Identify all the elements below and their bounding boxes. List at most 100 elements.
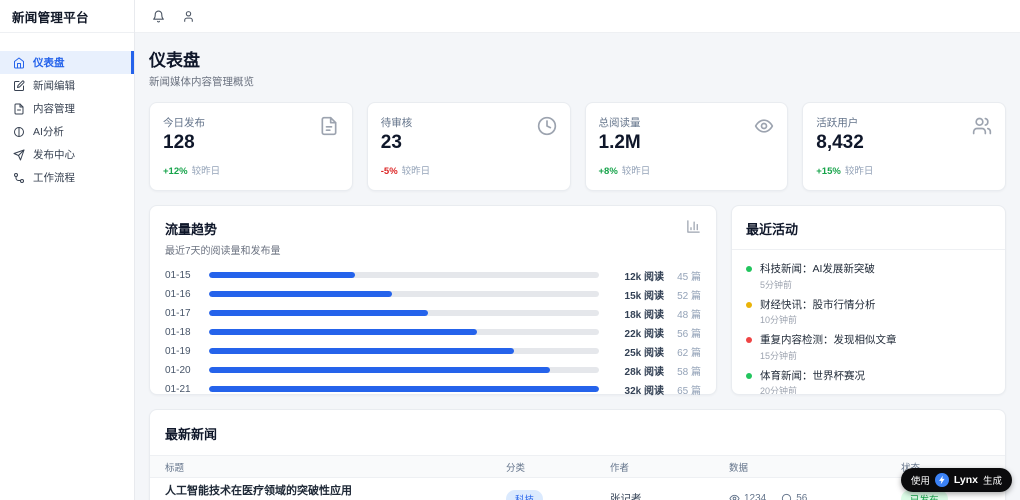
activity-item[interactable]: 体育新闻：世界杯赛况 20分钟前 — [746, 369, 991, 394]
contrast-icon — [13, 126, 25, 138]
sidebar-item-workflow[interactable]: 工作流程 — [0, 166, 134, 189]
activity-list: 科技新闻：AI发展新突破 5分钟前财经快讯：股市行情分析 10分钟前重复内容检测：发… — [732, 250, 1005, 394]
file-icon — [13, 103, 25, 115]
stat-card-pending-review: 待审核 23 -5% 较昨日 — [366, 102, 571, 191]
eye-icon — [754, 116, 774, 136]
activity-item[interactable]: 科技新闻：AI发展新突破 5分钟前 — [746, 263, 991, 291]
news-status-cell: 已发布 — [901, 489, 990, 500]
sidebar-item-label: 内容管理 — [33, 103, 75, 115]
stat-trend-note: 较昨日 — [621, 166, 651, 177]
activity-dot — [746, 337, 752, 344]
chart-row-count: 52 篇 — [677, 290, 701, 302]
sidebar-item-dashboard[interactable]: 仪表盘 — [0, 51, 134, 74]
lynx-generated-badge[interactable]: 使用 Lynx 生成 — [900, 468, 1012, 492]
activity-body: 体育新闻：世界杯赛况 20分钟前 — [760, 369, 865, 394]
stat-value: 23 — [380, 132, 402, 153]
recent-activity-card: 最近活动 科技新闻：AI发展新突破 5分钟前 财经快讯：股市行情分析 10分钟前 重复内… — [731, 205, 1006, 395]
chart-row-count: 65 篇 — [677, 385, 701, 397]
chart-bar-fill — [209, 348, 514, 354]
stat-trend: +15% — [816, 166, 841, 177]
chart-bar-fill — [209, 367, 551, 373]
bar-chart-icon — [686, 219, 701, 234]
file-text-icon — [319, 116, 339, 136]
chart-bar-track — [209, 348, 599, 354]
news-table-body: 人工智能技术在医疗领域的突破性应用2小时前科技张记者 1234 56已发布全球经… — [150, 478, 1005, 500]
sidebar-item-news-editor[interactable]: 新闻编辑 — [0, 74, 134, 97]
stat-label: 活跃用户 — [816, 117, 859, 129]
stat-trend: +12% — [163, 166, 188, 177]
stat-trend: -5% — [380, 166, 398, 177]
lynx-brand-name: Lynx — [953, 474, 978, 486]
stat-footnote: +12% 较昨日 — [163, 163, 339, 177]
users-icon — [972, 116, 992, 136]
chart-row: 01-18 22k 阅读 56 篇 — [165, 327, 701, 340]
chart-row-date: 01-21 — [165, 383, 191, 395]
user-icon[interactable] — [182, 10, 195, 23]
sidebar-item-ai-analysis[interactable]: AI分析 — [0, 120, 134, 143]
chart-row: 01-15 12k 阅读 45 篇 — [165, 269, 701, 283]
chart-bar-track — [209, 291, 599, 297]
chart-row: 01-19 25k 阅读 62 篇 — [165, 346, 701, 359]
page-content: 仪表盘 新闻媒体内容管理概览 今日发布 128 +12% 较昨日 待审核 23 -5% 较昨日… — [135, 33, 1020, 500]
bell-icon[interactable] — [152, 10, 165, 23]
stat-label: 待审核 — [380, 117, 413, 129]
topbar — [135, 0, 1020, 33]
stat-value: 1.2M — [598, 132, 641, 153]
news-item-title: 人工智能技术在医疗领域的突破性应用 — [165, 485, 352, 497]
activity-item-title: 科技新闻：AI发展新突破 — [760, 263, 875, 275]
news-table-header: 标题分类作者数据状态 — [150, 455, 1005, 478]
news-col-header: 标题 — [165, 462, 185, 474]
chart-bar-track — [209, 329, 599, 335]
activity-body: 财经快讯：股市行情分析 10分钟前 — [760, 299, 876, 327]
chart-row-date: 01-15 — [165, 269, 191, 281]
sidebar-item-label: 新闻编辑 — [33, 80, 75, 92]
stat-label: 总阅读量 — [598, 117, 641, 129]
stat-value: 8,432 — [816, 132, 864, 153]
stat-trend-note: 较昨日 — [844, 166, 874, 177]
sidebar-item-content-manage[interactable]: 内容管理 — [0, 97, 134, 120]
send-icon — [13, 149, 25, 161]
chart-row-reads: 28k 阅读 — [624, 366, 664, 378]
stat-value: 128 — [163, 132, 195, 153]
sidebar-item-label: 工作流程 — [33, 172, 75, 184]
stat-trend-note: 较昨日 — [191, 166, 221, 177]
sidebar-item-label: AI分析 — [33, 126, 64, 138]
comments-count: 56 — [781, 493, 807, 500]
sidebar-item-publish-center[interactable]: 发布中心 — [0, 143, 134, 166]
activity-item-time: 15分钟前 — [760, 350, 798, 361]
activity-item-title: 体育新闻：世界杯赛况 — [760, 369, 865, 382]
news-title-cell: 人工智能技术在医疗领域的突破性应用2小时前 — [165, 482, 506, 500]
stat-trend: +8% — [598, 166, 618, 177]
activity-dot — [746, 372, 752, 379]
sidebar-item-label: 仪表盘 — [33, 57, 65, 69]
workflow-icon — [13, 172, 25, 184]
chart-row-count: 62 篇 — [677, 347, 701, 359]
news-col-header: 数据 — [729, 462, 749, 474]
news-author: 张记者 — [610, 493, 642, 500]
news-col-header: 分类 — [506, 462, 526, 474]
stat-trend-note: 较昨日 — [401, 166, 431, 177]
chart-row-reads: 22k 阅读 — [624, 328, 664, 340]
news-category-cell: 科技 — [506, 489, 610, 500]
chart-row-count: 45 篇 — [677, 271, 701, 283]
chart-row-reads: 15k 阅读 — [624, 290, 664, 302]
activity-dot — [746, 266, 752, 272]
chart-bar-fill — [209, 329, 478, 335]
status-badge: 已发布 — [901, 489, 948, 500]
chart-subtitle: 最近7天的阅读量和发布量 — [165, 246, 281, 257]
news-col-header: 作者 — [610, 462, 630, 474]
stat-card-active-users: 活跃用户 8,432 +15% 较昨日 — [802, 102, 1006, 191]
activity-item[interactable]: 财经快讯：股市行情分析 10分钟前 — [746, 299, 991, 327]
lynx-logo-icon — [934, 473, 949, 487]
lynx-badge-prefix: 使用 — [910, 476, 930, 487]
activity-item[interactable]: 重复内容检测：发现相似文章 15分钟前 — [746, 334, 991, 362]
chart-title: 流量趋势 — [165, 222, 218, 237]
stat-footnote: -5% 较昨日 — [381, 163, 557, 177]
activity-item-title: 财经快讯：股市行情分析 — [760, 298, 876, 311]
activity-item-title: 重复内容检测：发现相似文章 — [760, 334, 897, 347]
stats-row: 今日发布 128 +12% 较昨日 待审核 23 -5% 较昨日 总阅读量 1.2M +8% 较昨日活… — [149, 102, 1006, 191]
chart-row-date: 01-16 — [165, 288, 191, 300]
stat-label: 今日发布 — [163, 117, 205, 129]
chart-row-count: 58 篇 — [677, 366, 701, 378]
